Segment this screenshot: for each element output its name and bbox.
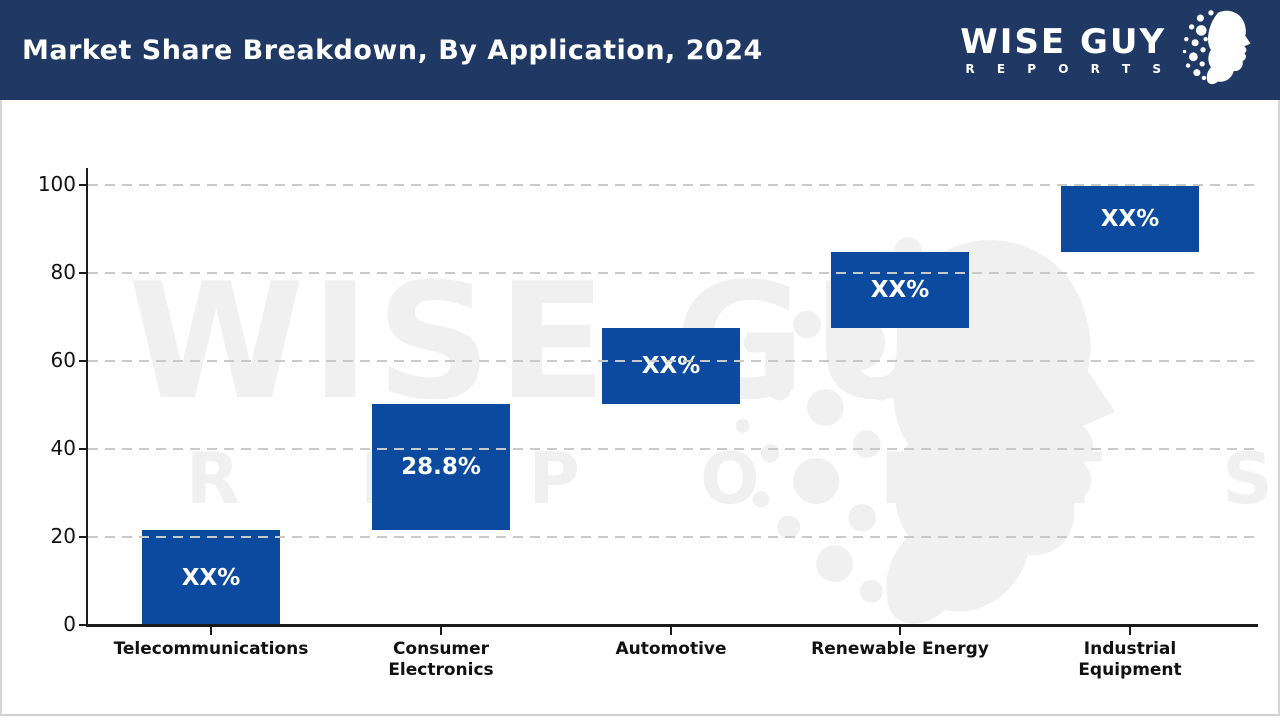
page-title: Market Share Breakdown, By Application, …	[22, 34, 763, 66]
logo-subname: R E P O R T S	[965, 62, 1170, 76]
left-border	[0, 100, 2, 716]
y-axis-tick-label: 100	[37, 172, 76, 196]
x-axis-category-label: Consumer Electronics	[388, 639, 494, 680]
x-axis-category-label: Industrial Equipment	[1078, 639, 1182, 680]
x-axis-tick	[670, 627, 672, 635]
x-axis-tick	[1129, 627, 1131, 635]
y-axis-tick-label: 20	[50, 524, 76, 548]
x-axis-tick	[440, 627, 442, 635]
y-axis-tick	[79, 448, 87, 450]
right-border	[1278, 100, 1280, 716]
y-axis-tick-label: 60	[50, 348, 76, 372]
waterfall-bar: XX%	[602, 328, 740, 404]
logo-text: WISE GUY R E P O R T S	[956, 25, 1170, 75]
wiseguy-logo: WISE GUY R E P O R T S	[956, 4, 1262, 96]
y-axis-tick	[79, 360, 87, 362]
waterfall-bar: XX%	[1061, 185, 1199, 252]
bar-value-label: XX%	[1100, 205, 1160, 232]
y-axis-tick	[79, 624, 87, 626]
x-axis-category-label: Telecommunications	[113, 639, 309, 659]
y-axis-tick	[79, 272, 87, 274]
x-axis-category-label: Renewable Energy	[811, 639, 989, 659]
y-axis-tick	[79, 536, 87, 538]
y-axis-tick-label: 40	[50, 436, 76, 460]
y-gridline	[88, 360, 1258, 362]
y-gridline	[88, 448, 1258, 450]
waterfall-bar: XX%	[831, 251, 969, 328]
x-axis-tick	[210, 627, 212, 635]
x-axis-line	[86, 624, 1258, 627]
y-axis-tick-label: 0	[63, 612, 76, 636]
bar-value-label: XX%	[181, 564, 241, 591]
y-gridline	[88, 184, 1258, 186]
bar-value-label: XX%	[641, 352, 701, 379]
y-axis-tick	[79, 184, 87, 186]
bottom-border	[0, 714, 1280, 716]
x-axis-tick	[899, 627, 901, 635]
bar-value-label: 28.8%	[401, 454, 481, 481]
header-band: Market Share Breakdown, By Application, …	[0, 0, 1280, 100]
y-gridline	[88, 272, 1258, 274]
bar-value-label: XX%	[870, 276, 930, 303]
x-axis-category-label: Automotive	[615, 639, 727, 659]
dotted-head-icon	[1174, 4, 1262, 96]
watermark-head-icon	[710, 205, 1180, 669]
y-axis-tick-label: 80	[50, 260, 76, 284]
waterfall-bar: XX%	[142, 530, 280, 625]
logo-name: WISE GUY	[960, 22, 1167, 62]
y-gridline	[88, 536, 1258, 538]
waterfall-bar: 28.8%	[372, 403, 510, 531]
y-axis-line	[86, 168, 88, 627]
